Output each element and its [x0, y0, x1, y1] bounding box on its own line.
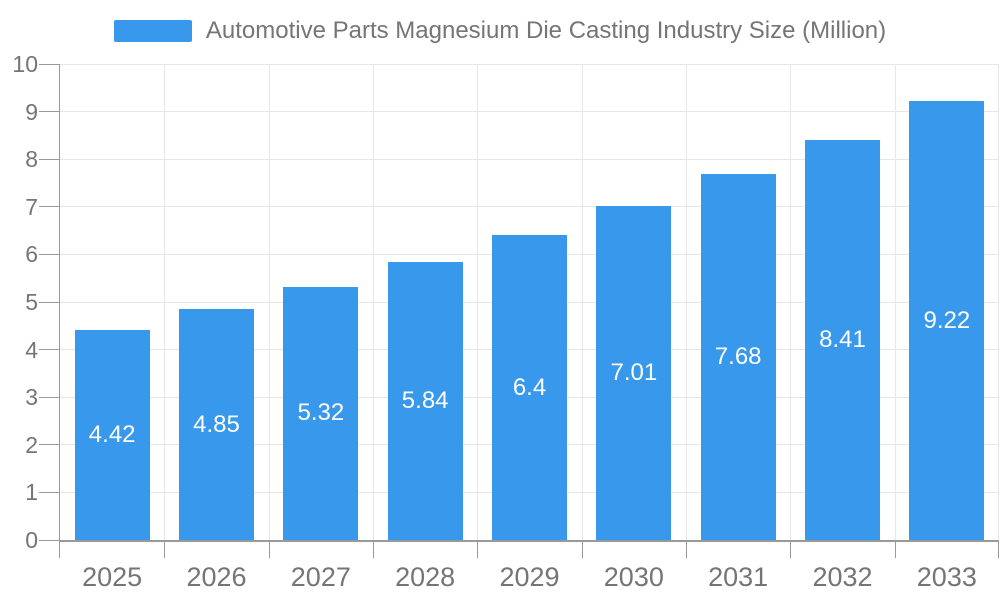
- y-axis-label: 0: [25, 527, 38, 553]
- bar-value-label: 6.4: [512, 373, 547, 401]
- bar[interactable]: 8.41: [805, 139, 880, 540]
- v-gridline: [998, 64, 999, 540]
- y-axis-label: 9: [25, 98, 38, 125]
- x-axis-label: 2031: [708, 562, 769, 592]
- x-axis-tick: [686, 540, 687, 558]
- h-gridline: [60, 111, 999, 113]
- x-axis-tick: [268, 540, 270, 558]
- y-axis-label: 4: [25, 336, 38, 363]
- y-axis-tick: [39, 253, 59, 255]
- bar-value-label: 9.22: [923, 306, 971, 334]
- x-axis-tick: [581, 540, 583, 558]
- y-axis-tick: [39, 444, 59, 446]
- y-axis-tick: [39, 349, 59, 351]
- x-axis-tick: [477, 540, 479, 558]
- x-axis-tick: [998, 540, 999, 558]
- plot-area: 0 1 2 3 4 5 6 7 8 9 10 2025 4.42 2026 4.85 2027 5.32 2028…: [12, 51, 999, 592]
- x-axis-tick: [373, 540, 374, 558]
- v-gridline: [477, 64, 479, 540]
- y-axis-tick: [39, 539, 59, 541]
- y-axis-tick: [39, 491, 59, 493]
- bar[interactable]: 7.01: [596, 206, 672, 540]
- chart-title[interactable]: Automotive Parts Magnesium Die Casting I…: [205, 17, 887, 44]
- x-axis-label: 2033: [916, 562, 977, 592]
- v-gridline: [894, 64, 896, 540]
- bar[interactable]: 5.32: [283, 286, 359, 540]
- x-axis-label: 2025: [82, 562, 143, 592]
- x-axis-label: 2026: [186, 562, 247, 592]
- x-axis-label: 2027: [290, 562, 351, 592]
- h-gridline: [60, 158, 999, 160]
- chart-legend[interactable]: Automotive Parts Magnesium Die Casting I…: [0, 0, 1000, 62]
- x-axis-label: 2028: [395, 562, 456, 592]
- h-gridline: [60, 64, 999, 65]
- y-axis-label: 8: [25, 146, 38, 173]
- y-axis-tick: [39, 111, 59, 113]
- y-axis-label: 2: [25, 431, 38, 458]
- y-axis-tick: [39, 301, 59, 303]
- y-axis-label: 7: [25, 193, 38, 220]
- bar-value-label: 4.85: [193, 410, 240, 438]
- y-axis-label: 1: [25, 479, 38, 506]
- v-gridline: [373, 64, 374, 540]
- bar-value-label: 5.32: [297, 399, 345, 427]
- v-gridline: [686, 64, 687, 540]
- y-axis-label: 5: [25, 289, 38, 315]
- bar[interactable]: 5.84: [387, 262, 463, 540]
- x-axis-label: 2032: [812, 562, 873, 592]
- bar[interactable]: 4.85: [179, 309, 254, 540]
- legend-swatch[interactable]: [113, 20, 192, 42]
- bar-value-label: 7.68: [714, 343, 762, 371]
- v-gridline: [164, 64, 166, 540]
- x-axis-tick: [59, 540, 60, 558]
- h-gridline: [60, 206, 999, 208]
- bar[interactable]: 6.4: [492, 235, 567, 540]
- bar[interactable]: 4.42: [74, 329, 150, 540]
- x-axis-label: 2030: [603, 562, 664, 592]
- bar-value-label: 7.01: [610, 359, 658, 387]
- bar[interactable]: 9.22: [909, 101, 985, 540]
- y-axis-tick: [39, 396, 59, 398]
- x-axis-tick: [790, 540, 792, 558]
- y-axis-label: 3: [25, 384, 38, 411]
- bar-value-label: 4.42: [88, 420, 136, 448]
- bar-value-label: 8.41: [819, 325, 866, 353]
- x-axis-label: 2029: [499, 562, 560, 592]
- bar-value-label: 5.84: [401, 387, 449, 415]
- y-axis-tick: [39, 158, 59, 160]
- y-axis-tick: [39, 206, 59, 208]
- v-gridline: [268, 64, 270, 540]
- x-axis-tick: [164, 540, 166, 558]
- y-axis-label: 6: [25, 241, 38, 268]
- v-gridline: [790, 64, 792, 540]
- v-gridline: [581, 64, 583, 540]
- y-axis-label: 10: [12, 51, 38, 77]
- y-axis-tick: [39, 63, 59, 65]
- bar[interactable]: 7.68: [700, 174, 776, 540]
- x-axis-tick: [894, 540, 896, 558]
